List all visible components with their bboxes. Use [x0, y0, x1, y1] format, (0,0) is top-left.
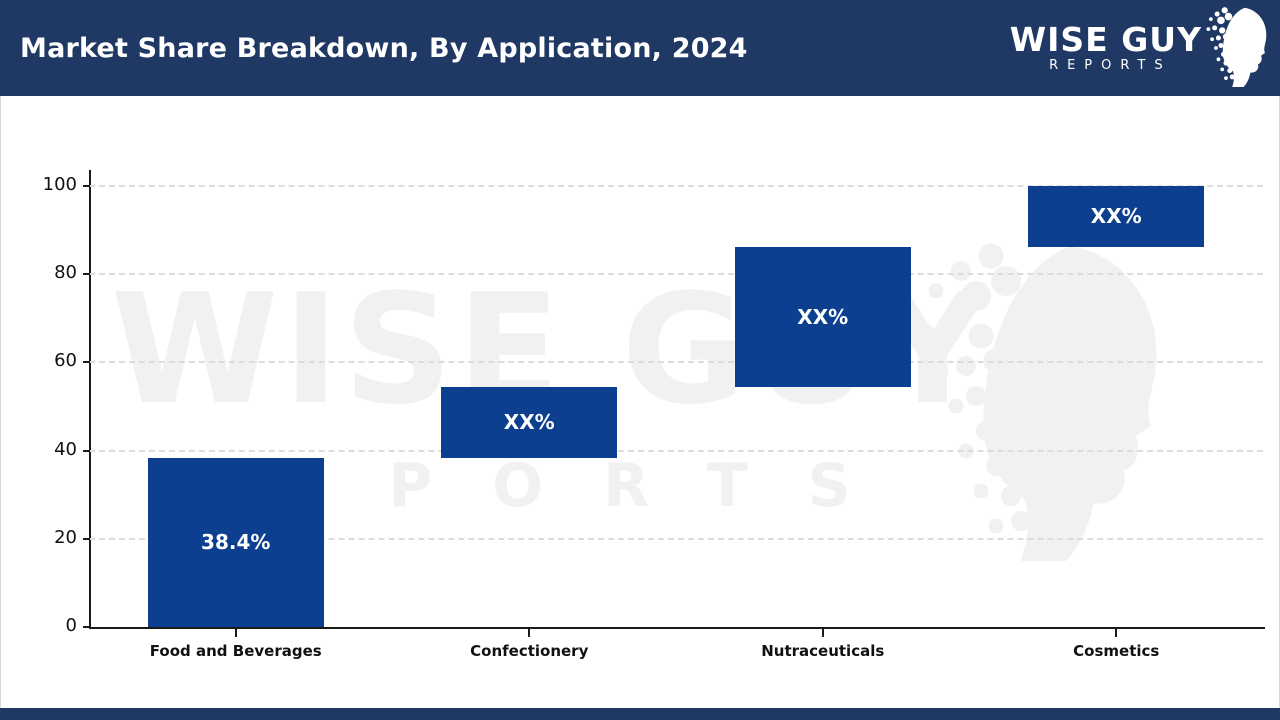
brand-logo: WISE GUY REPORTS [1010, 4, 1274, 92]
bar: XX% [734, 246, 911, 388]
y-tick-label: 40 [54, 438, 77, 460]
y-tick [83, 273, 90, 276]
gridline [89, 449, 1263, 452]
x-tick [528, 629, 531, 637]
watermark-head-icon [918, 243, 1157, 561]
y-tick [83, 537, 90, 540]
x-category-label: Food and Beverages [149, 642, 322, 660]
x-axis-line [89, 627, 1265, 629]
y-tick [83, 361, 90, 364]
y-tick-label: 20 [54, 526, 77, 548]
chart-area: WISE GUY REPORTS 0 20 40 60 80 100 38.4% Food a… [0, 96, 1280, 708]
gridline [89, 273, 1263, 276]
y-tick-label: 100 [42, 174, 77, 195]
y-tick [83, 185, 90, 187]
x-category-label: Confectionery [470, 642, 589, 660]
gridline [89, 361, 1263, 364]
bar: 38.4% [147, 457, 324, 627]
x-tick [234, 629, 237, 637]
bar-value-label: XX% [503, 410, 555, 435]
y-axis-line [89, 170, 91, 629]
y-tick-label: 0 [65, 615, 77, 636]
bar: XX% [441, 387, 618, 458]
header-bar: Market Share Breakdown, By Application, … [0, 0, 1280, 96]
y-tick-label: 60 [54, 350, 77, 372]
bar-value-label: XX% [1090, 204, 1142, 229]
x-category-label: Cosmetics [1073, 642, 1160, 660]
y-tick [83, 626, 90, 628]
bar: XX% [1028, 186, 1205, 247]
x-tick [821, 629, 824, 637]
page-title: Market Share Breakdown, By Application, … [20, 32, 748, 64]
y-tick [83, 449, 90, 452]
bar-value-label: 38.4% [201, 530, 271, 555]
gridline [89, 537, 1263, 540]
plot: 0 20 40 60 80 100 38.4% Food and Beverages XX% Co… [1, 96, 1279, 708]
x-category-label: Nutraceuticals [761, 642, 885, 660]
brand-subname: REPORTS [1049, 58, 1172, 73]
brand-name: WISE GUY [1009, 20, 1202, 59]
gridline [89, 185, 1263, 187]
bar-value-label: XX% [797, 304, 849, 329]
brand-logo-text: WISE GUY REPORTS [1010, 23, 1202, 73]
head-profile-icon [1206, 7, 1267, 87]
footer-bar [0, 708, 1280, 720]
x-tick [1115, 629, 1118, 637]
y-tick-label: 80 [54, 262, 77, 284]
